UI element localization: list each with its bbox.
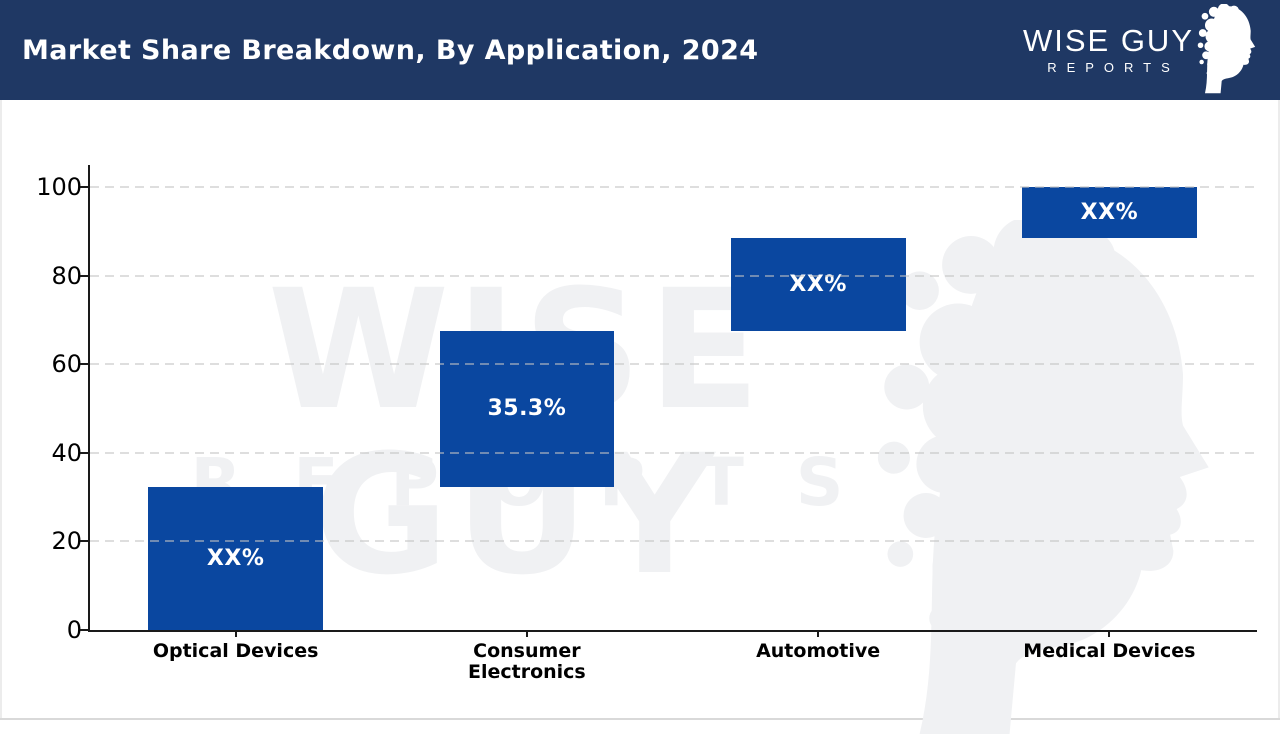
header-bar: Market Share Breakdown, By Application, …	[0, 0, 1280, 100]
bar-medical-devices: XX%	[1022, 187, 1197, 239]
y-tick-label: 80	[51, 261, 82, 290]
x-tick-mark	[525, 630, 528, 637]
gridline	[90, 451, 1255, 454]
brand-text: WISE GUY REPORTS	[1023, 25, 1194, 75]
watermark-face-icon	[877, 220, 1209, 734]
y-tick-mark	[80, 540, 88, 543]
page-title: Market Share Breakdown, By Application, …	[22, 34, 759, 66]
y-tick-label: 20	[51, 527, 82, 556]
brand-logo: WISE GUY REPORTS	[1023, 4, 1280, 96]
y-tick-mark	[80, 186, 88, 189]
x-tick-mark	[234, 630, 237, 637]
y-axis-line	[88, 165, 90, 632]
brand-face-icon	[1197, 4, 1256, 94]
y-tick-label: 0	[66, 616, 82, 644]
bar-value-label: XX%	[206, 545, 265, 571]
y-tick-mark	[80, 451, 88, 454]
bar-automotive: XX%	[730, 238, 906, 331]
y-tick-label: 40	[51, 438, 82, 467]
y-tick-mark	[80, 629, 88, 631]
x-axis-category-label: Optical Devices	[152, 640, 319, 662]
gridline	[90, 363, 1255, 366]
y-tick-mark	[80, 363, 88, 366]
y-tick-mark	[80, 274, 88, 277]
x-axis-category-label: Medical Devices	[1023, 640, 1196, 662]
x-axis-line	[88, 630, 1257, 632]
report-page: { "header": { "title": "Market Share Bre…	[0, 0, 1280, 734]
y-tick-label: 100	[36, 173, 82, 202]
gridline	[90, 540, 1255, 543]
bar-optical-devices: XX%	[148, 486, 323, 630]
x-axis-category-label: Automotive	[756, 640, 881, 662]
gridline	[90, 274, 1255, 277]
brand-name: WISE GUY	[1022, 23, 1194, 59]
x-axis-category-label: Consumer Electronics	[467, 640, 586, 683]
chart-canvas: WISE GUY REPORTS 020406080100XX%Optical …	[0, 100, 1280, 734]
brand-subtitle: REPORTS	[1047, 59, 1180, 75]
x-tick-mark	[1108, 630, 1111, 637]
gridline	[90, 186, 1255, 189]
bar-value-label: XX%	[1080, 200, 1139, 226]
x-tick-mark	[817, 630, 820, 637]
bar-value-label: 35.3%	[487, 396, 567, 422]
bar-consumer-electronics: 35.3%	[439, 330, 615, 487]
y-tick-label: 60	[51, 350, 82, 379]
